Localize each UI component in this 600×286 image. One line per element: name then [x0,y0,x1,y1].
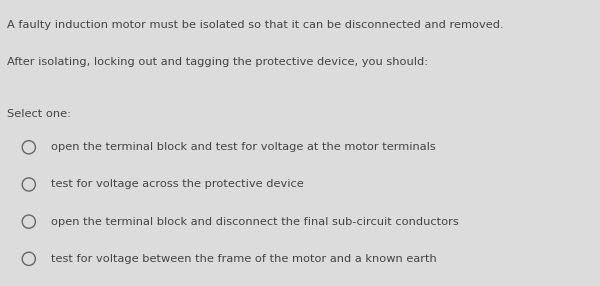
Text: A faulty induction motor must be isolated so that it can be disconnected and rem: A faulty induction motor must be isolate… [7,20,504,30]
Text: open the terminal block and test for voltage at the motor terminals: open the terminal block and test for vol… [51,142,436,152]
Text: open the terminal block and disconnect the final sub-circuit conductors: open the terminal block and disconnect t… [51,217,459,227]
Text: After isolating, locking out and tagging the protective device, you should:: After isolating, locking out and tagging… [7,57,428,67]
Text: test for voltage between the frame of the motor and a known earth: test for voltage between the frame of th… [51,254,437,264]
Text: Select one:: Select one: [7,109,71,119]
Text: test for voltage across the protective device: test for voltage across the protective d… [51,180,304,189]
